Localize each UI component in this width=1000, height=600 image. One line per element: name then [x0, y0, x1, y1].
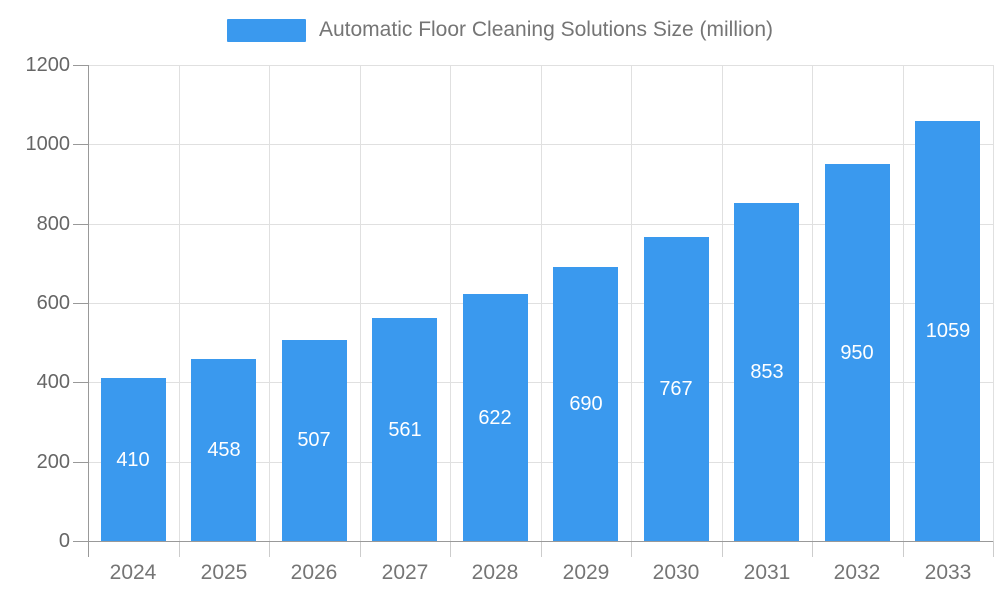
- x-axis-tick: [631, 541, 632, 557]
- x-axis-category-label: 2032: [833, 561, 881, 584]
- legend-label: Automatic Floor Cleaning Solutions Size …: [318, 18, 774, 41]
- x-gridline: [179, 65, 180, 541]
- x-axis-tick: [993, 541, 994, 557]
- bar-value-label: 853: [750, 361, 784, 383]
- x-axis-category-label: 2024: [109, 561, 157, 584]
- bar-value-label: 1059: [925, 320, 971, 342]
- x-axis-tick: [179, 541, 180, 557]
- x-axis-line: [88, 541, 993, 542]
- x-gridline: [903, 65, 904, 541]
- x-gridline: [812, 65, 813, 541]
- bar-2028: [463, 294, 528, 541]
- bar-value-label: 458: [207, 439, 241, 461]
- x-axis-category-label: 2027: [381, 561, 429, 584]
- bar-value-label: 507: [297, 429, 331, 451]
- y-axis-tick: [73, 303, 88, 304]
- x-axis-tick: [722, 541, 723, 557]
- x-gridline: [631, 65, 632, 541]
- y-axis-tick: [73, 65, 88, 66]
- y-gridline: [88, 65, 993, 66]
- x-gridline: [722, 65, 723, 541]
- y-axis-tick-label: 800: [36, 213, 70, 235]
- bar-2030: [644, 237, 709, 541]
- y-axis-tick: [73, 382, 88, 383]
- x-axis-category-label: 2033: [924, 561, 972, 584]
- x-axis-category-label: 2029: [562, 561, 610, 584]
- x-gridline: [993, 65, 994, 541]
- x-axis-tick: [812, 541, 813, 557]
- y-axis-tick-label: 600: [36, 292, 70, 314]
- bar-2027: [372, 318, 437, 541]
- x-gridline: [450, 65, 451, 541]
- bar-value-label: 410: [116, 449, 150, 471]
- y-axis-tick: [73, 541, 88, 542]
- chart-legend[interactable]: Automatic Floor Cleaning Solutions Size …: [0, 17, 1000, 43]
- y-axis-tick-label: 0: [58, 530, 70, 552]
- x-axis-tick: [360, 541, 361, 557]
- y-gridline: [88, 382, 993, 383]
- x-axis-tick: [541, 541, 542, 557]
- bar-value-label: 767: [659, 378, 693, 400]
- y-axis-tick-label: 400: [36, 371, 70, 393]
- bar-2024: [101, 378, 166, 541]
- y-axis-tick: [73, 462, 88, 463]
- bar-value-label: 690: [569, 393, 603, 415]
- legend-swatch-icon: [226, 18, 306, 42]
- y-gridline: [88, 144, 993, 145]
- y-axis-tick: [73, 144, 88, 145]
- y-gridline: [88, 303, 993, 304]
- x-axis-tick: [450, 541, 451, 557]
- bar-value-label: 950: [840, 342, 874, 364]
- bar-value-label: 622: [478, 407, 512, 429]
- x-axis-tick: [903, 541, 904, 557]
- y-axis-tick: [73, 224, 88, 225]
- y-axis-tick-label: 1000: [25, 133, 71, 155]
- x-gridline: [541, 65, 542, 541]
- bar-2026: [282, 340, 347, 541]
- bar-2031: [734, 203, 799, 541]
- bar-2033: [915, 121, 980, 541]
- bar-2029: [553, 267, 618, 541]
- y-axis-tick-label: 200: [36, 451, 70, 473]
- y-axis-tick-label: 1200: [25, 54, 71, 76]
- y-axis-line: [88, 65, 89, 557]
- x-axis-category-label: 2031: [743, 561, 791, 584]
- bar-value-label: 561: [388, 419, 422, 441]
- x-axis-category-label: 2028: [471, 561, 519, 584]
- bar-2032: [825, 164, 890, 541]
- x-gridline: [269, 65, 270, 541]
- bar-2025: [191, 359, 256, 541]
- x-axis-category-label: 2026: [290, 561, 338, 584]
- y-gridline: [88, 462, 993, 463]
- x-axis-tick: [269, 541, 270, 557]
- x-gridline: [360, 65, 361, 541]
- x-axis-category-label: 2025: [200, 561, 248, 584]
- x-axis-category-label: 2030: [652, 561, 700, 584]
- y-gridline: [88, 224, 993, 225]
